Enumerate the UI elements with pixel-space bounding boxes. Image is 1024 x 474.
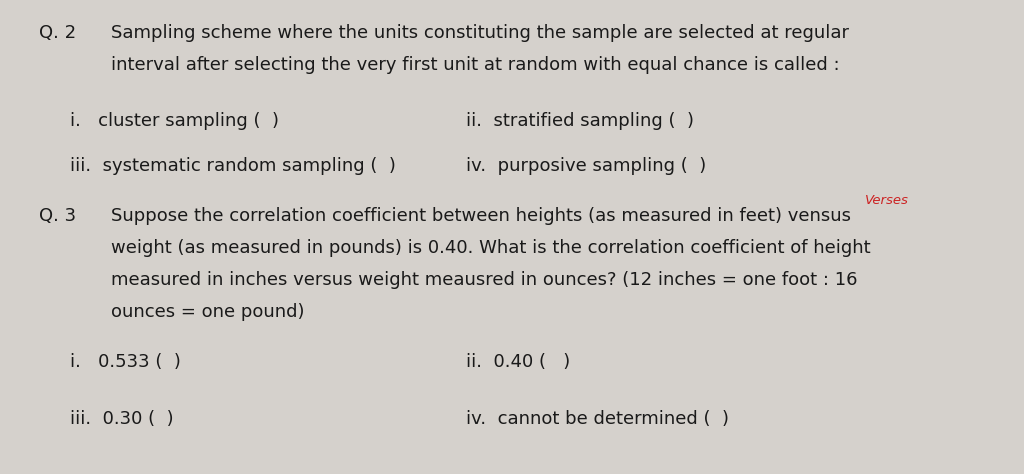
Text: Q. 3: Q. 3 <box>39 207 76 225</box>
Text: i.   cluster sampling (  ): i. cluster sampling ( ) <box>70 112 279 130</box>
Text: weight (as measured in pounds) is 0.40. What is the correlation coefficient of h: weight (as measured in pounds) is 0.40. … <box>111 239 870 257</box>
Text: interval after selecting the very first unit at random with equal chance is call: interval after selecting the very first … <box>111 56 840 74</box>
Text: Suppose the correlation coefficient between heights (as measured in feet) vensus: Suppose the correlation coefficient betw… <box>111 207 851 225</box>
Text: ounces = one pound): ounces = one pound) <box>111 303 304 321</box>
Text: ii.  0.40 (   ): ii. 0.40 ( ) <box>466 353 570 371</box>
Text: Verses: Verses <box>865 193 909 207</box>
Text: Q. 2: Q. 2 <box>39 24 76 42</box>
Text: Sampling scheme where the units constituting the sample are selected at regular: Sampling scheme where the units constitu… <box>111 24 849 42</box>
Text: iii.  0.30 (  ): iii. 0.30 ( ) <box>70 410 173 428</box>
Text: ii.  stratified sampling (  ): ii. stratified sampling ( ) <box>466 112 694 130</box>
Text: iv.  cannot be determined (  ): iv. cannot be determined ( ) <box>466 410 729 428</box>
Text: measured in inches versus weight meausred in ounces? (12 inches = one foot : 16: measured in inches versus weight meausre… <box>111 271 857 289</box>
Text: iv.  purposive sampling (  ): iv. purposive sampling ( ) <box>466 157 707 175</box>
Text: i.   0.533 (  ): i. 0.533 ( ) <box>70 353 180 371</box>
Text: iii.  systematic random sampling (  ): iii. systematic random sampling ( ) <box>70 157 395 175</box>
